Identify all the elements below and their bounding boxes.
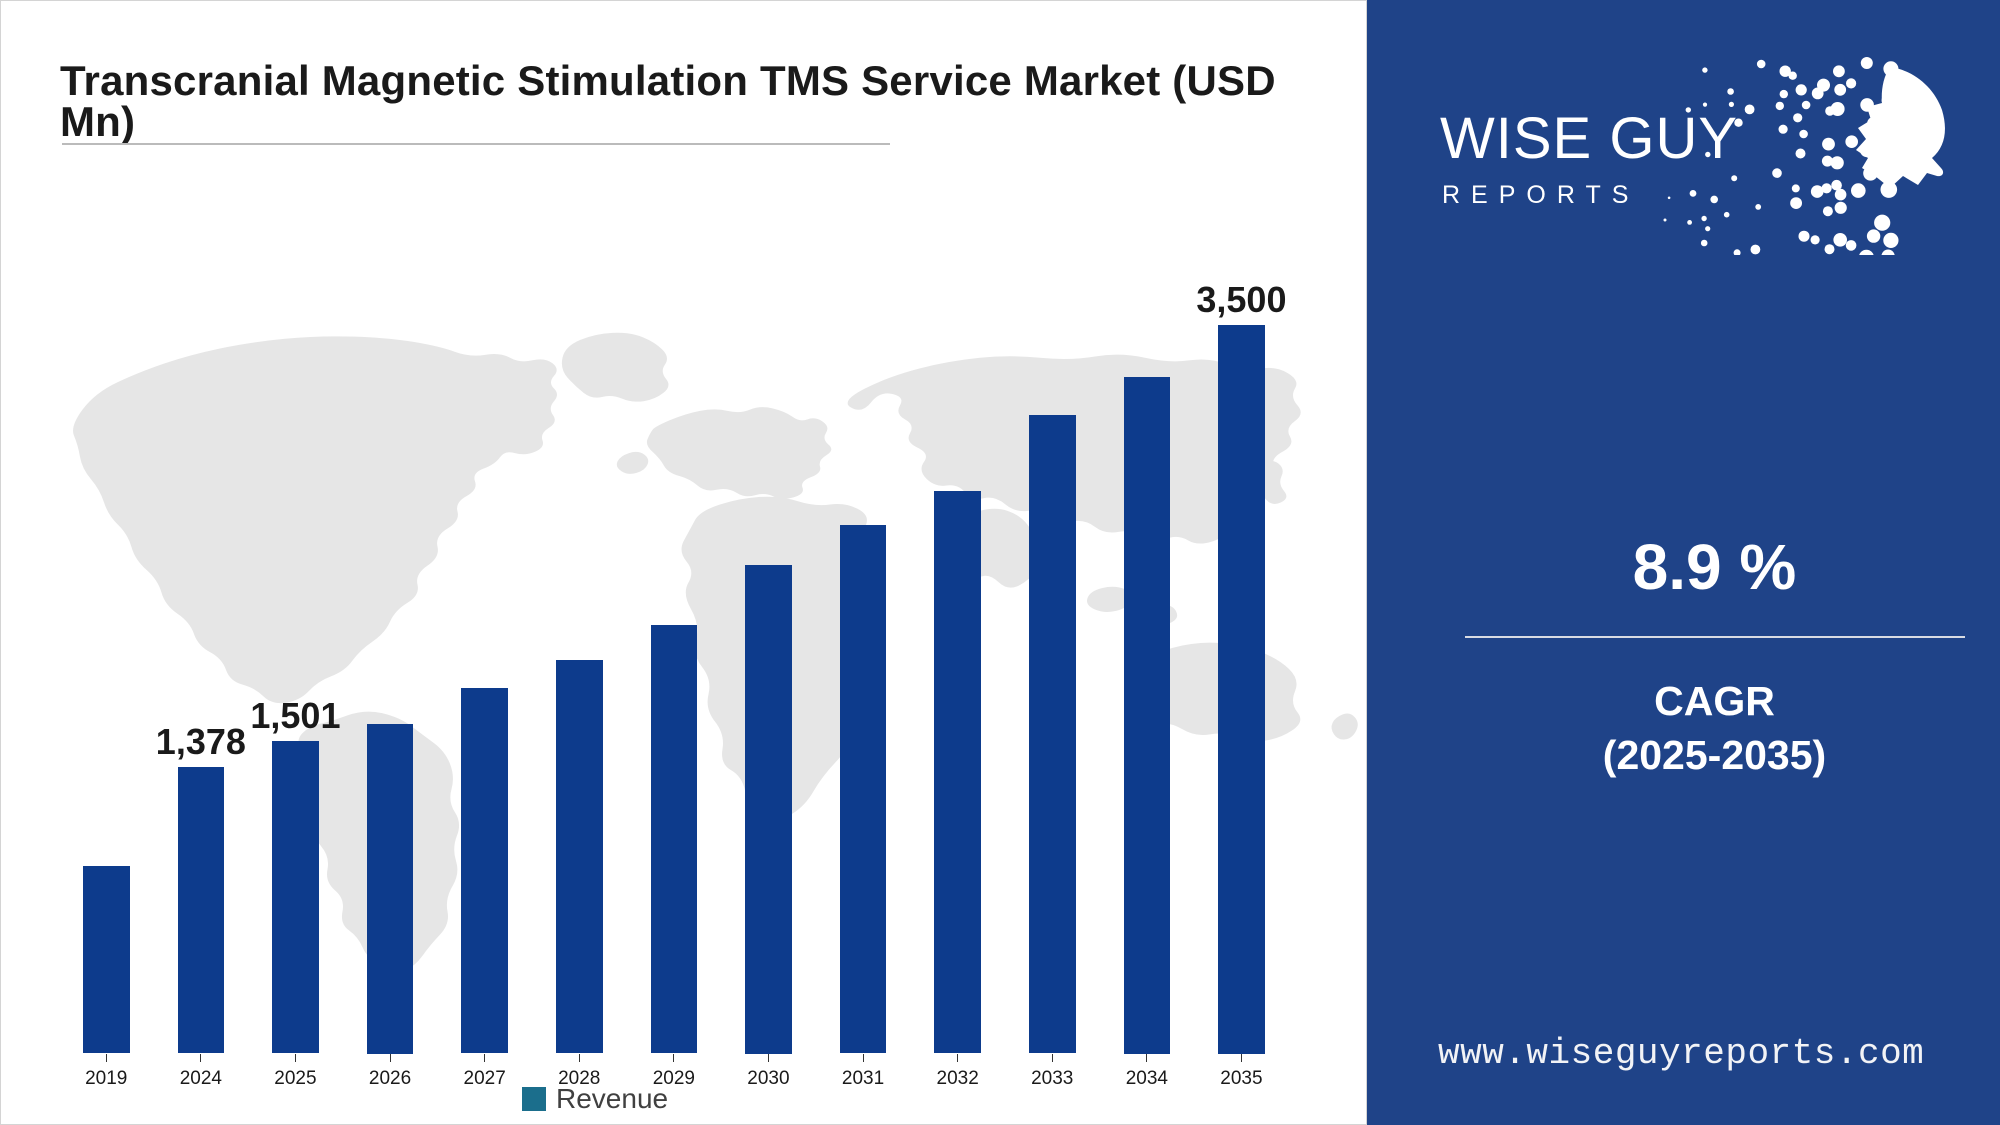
svg-text:REPORTS: REPORTS: [1442, 181, 1639, 209]
svg-text:WISE GUY: WISE GUY: [1440, 106, 1738, 171]
